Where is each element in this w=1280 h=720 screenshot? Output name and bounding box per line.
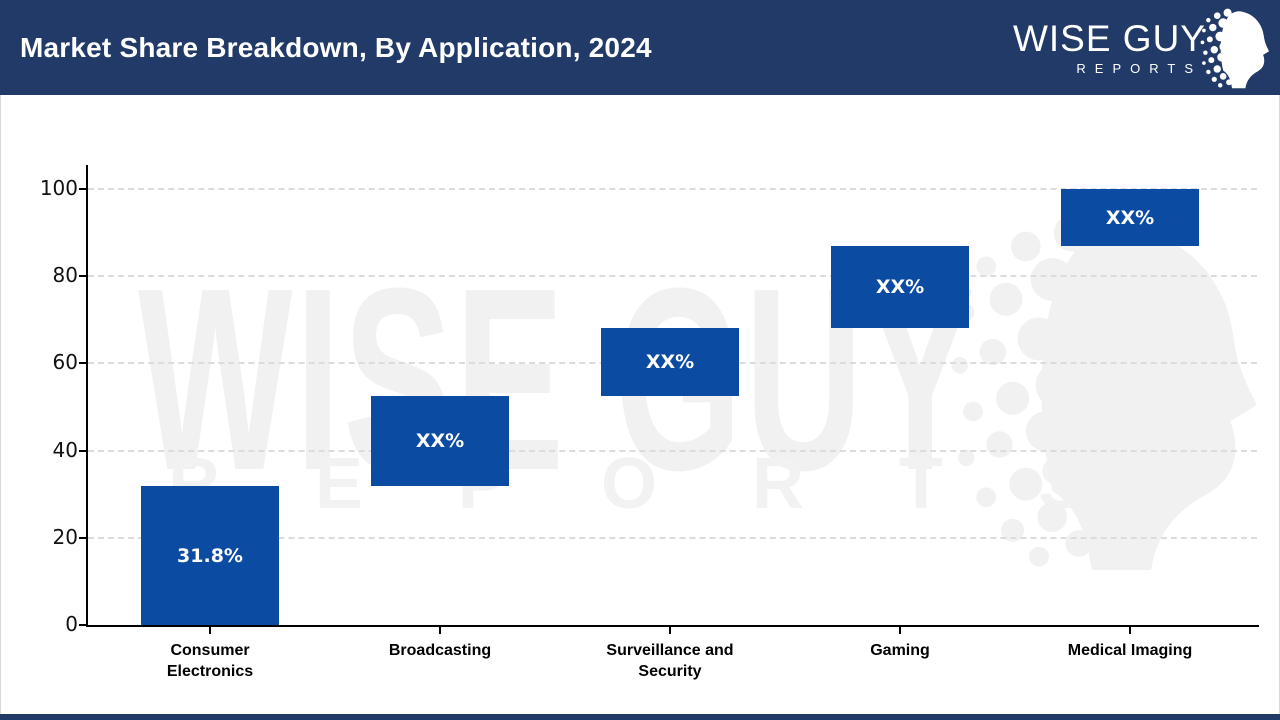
header-bar: Market Share Breakdown, By Application, … <box>0 0 1280 95</box>
bar-value-label: XX% <box>415 430 465 453</box>
x-tick-label: Broadcasting <box>388 642 492 659</box>
x-tick-mark <box>439 627 441 634</box>
y-tick-mark <box>79 362 87 365</box>
x-tick-mark <box>1129 627 1131 634</box>
x-tick-mark <box>669 627 671 634</box>
x-tick-mark <box>899 627 901 634</box>
bar: XX% <box>831 246 969 328</box>
gridline <box>88 188 1257 190</box>
y-tick-label: 80 <box>52 263 78 288</box>
wise-guy-logo: WISE GUY REPORTS <box>1012 0 1274 95</box>
gridline <box>88 449 1257 452</box>
y-tick-label: 0 <box>65 612 78 636</box>
x-tick-label: Medical Imaging <box>1067 642 1193 659</box>
footer-bar <box>0 714 1280 720</box>
y-axis-line <box>86 165 88 627</box>
x-tick-label: Gaming <box>870 642 930 659</box>
y-tick-mark <box>79 188 87 190</box>
chart-title: Market Share Breakdown, By Application, … <box>20 31 652 63</box>
wise-guy-head-icon <box>1200 8 1270 89</box>
bar-value-label: XX% <box>875 275 925 298</box>
bar: XX% <box>371 396 509 487</box>
y-tick-label: 40 <box>52 437 78 462</box>
bar: XX% <box>1061 189 1199 247</box>
logo-wordmark: WISE GUY <box>1012 18 1206 59</box>
y-tick-label: 20 <box>52 524 78 549</box>
x-tick-label: Consumer Electronics <box>166 642 254 680</box>
logo-subtext: REPORTS <box>1076 61 1202 76</box>
gridline <box>88 275 1257 278</box>
bar-value-label: XX% <box>645 350 695 373</box>
x-tick-label: Surveillance and Security <box>606 642 734 680</box>
x-axis-line <box>86 625 1259 627</box>
y-tick-label: 100 <box>39 176 78 200</box>
x-tick-mark <box>209 627 211 634</box>
y-tick-mark <box>79 449 87 452</box>
y-tick-mark <box>79 624 87 626</box>
bar-value-label: 31.8% <box>177 544 243 567</box>
bar-value-label: XX% <box>1105 206 1155 229</box>
gridline <box>88 536 1257 539</box>
y-tick-mark <box>79 536 87 539</box>
y-tick-mark <box>79 275 87 278</box>
bar: XX% <box>601 327 739 397</box>
bar: 31.8% <box>141 486 279 625</box>
y-tick-label: 60 <box>52 350 78 375</box>
